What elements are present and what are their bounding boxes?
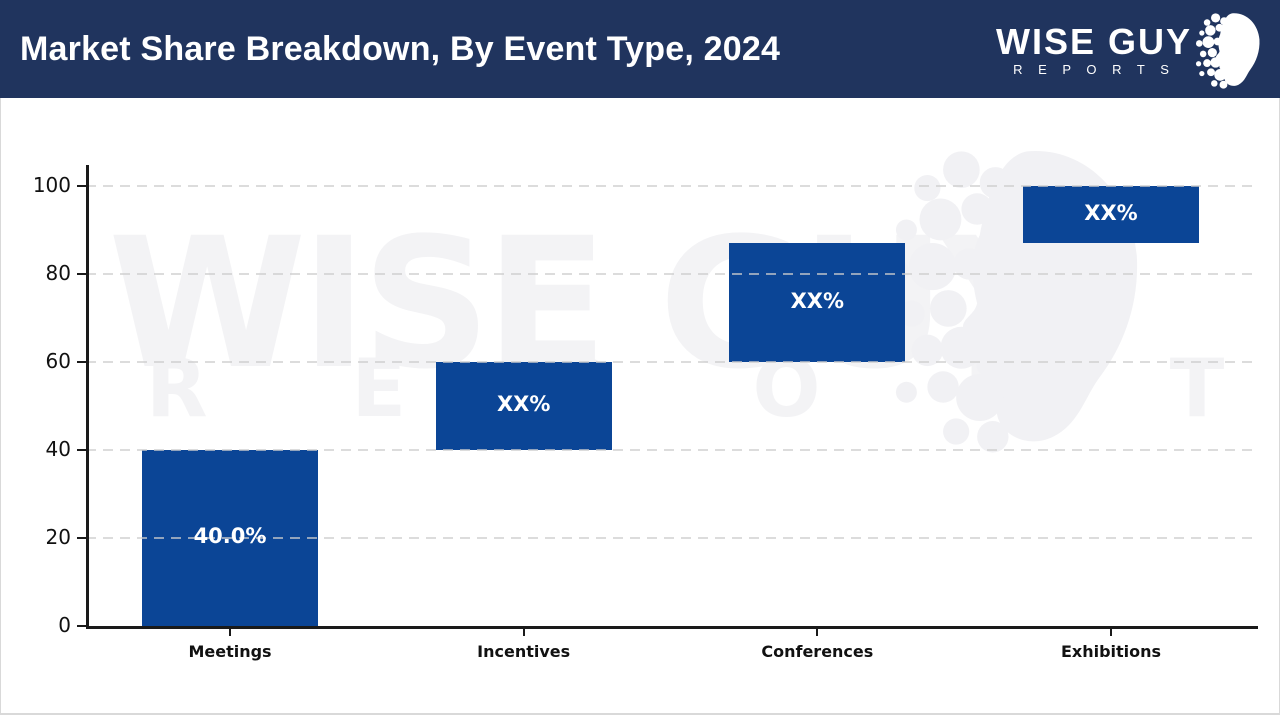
bar-value-label: XX%: [496, 392, 551, 416]
brand-logo: WISE GUY R E P O R T S: [996, 6, 1266, 94]
gridline-60: [86, 361, 1258, 363]
y-axis-tick: [77, 449, 86, 451]
y-axis-tick: [77, 273, 86, 275]
bar-value-label: XX%: [1084, 200, 1138, 225]
gridline-20: [86, 537, 1258, 539]
report-title: Market Share Breakdown, By Event Type, 2…: [20, 29, 781, 68]
y-axis-line: [86, 165, 89, 629]
x-axis-category-label: Conferences: [761, 642, 874, 661]
gridline-80: [86, 273, 1258, 275]
y-axis-tick-label: 80: [45, 261, 71, 285]
logo-wordmark: WISE GUY: [995, 20, 1192, 62]
x-axis-tick: [816, 628, 819, 636]
x-axis-category-label: Incentives: [477, 642, 571, 661]
bar-value-label: 40.0%: [193, 524, 267, 548]
x-axis-category-label: Meetings: [188, 642, 272, 661]
watermark-face-icon: [882, 150, 1138, 453]
y-axis-tick: [77, 361, 86, 363]
x-axis-tick: [1110, 628, 1112, 636]
header-bar: Market Share Breakdown, By Event Type, 2…: [0, 0, 1280, 98]
bar-conferences: [729, 243, 906, 362]
x-axis-line: [86, 626, 1258, 629]
gridline-40: [86, 449, 1258, 451]
y-axis-tick: [77, 625, 86, 627]
logo-subtext: R E P O R T S: [1013, 62, 1175, 78]
y-axis-tick: [77, 537, 86, 539]
y-axis-tick: [77, 185, 86, 187]
x-axis-tick: [229, 628, 231, 636]
gridline-100: [86, 185, 1258, 187]
bar-incentives: [435, 362, 612, 450]
y-axis-tick-label: 0: [58, 613, 71, 637]
y-axis-tick-label: 40: [45, 437, 71, 461]
x-axis-category-label: Exhibitions: [1060, 642, 1162, 661]
bar-value-label: XX%: [790, 288, 845, 313]
bar-exhibitions: [1023, 186, 1199, 244]
y-axis-tick-label: 100: [32, 173, 71, 197]
y-axis-tick-label: 60: [45, 349, 71, 373]
x-axis-tick: [522, 628, 525, 636]
y-axis-tick-label: 20: [45, 525, 71, 549]
